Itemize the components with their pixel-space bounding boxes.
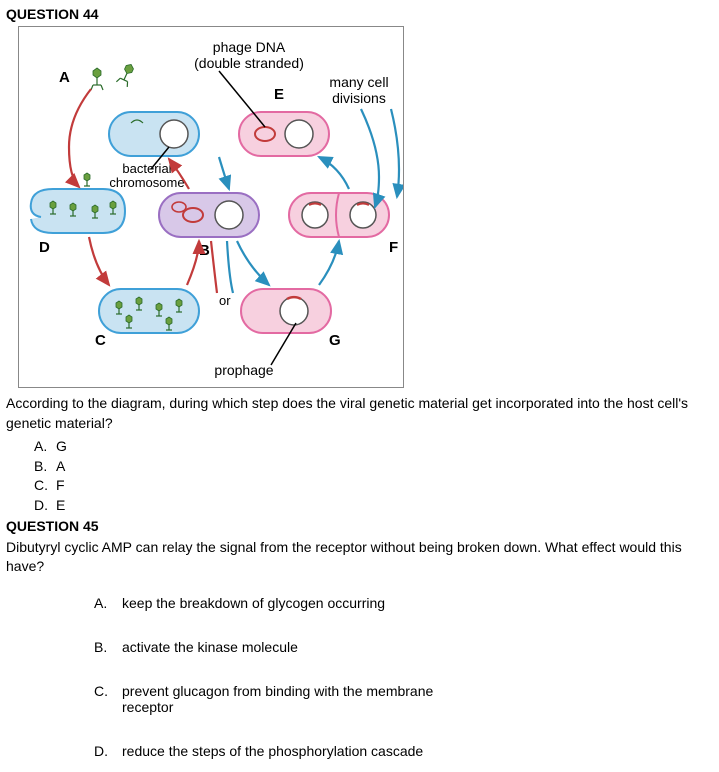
option-row[interactable]: C.prevent glucagon from binding with the… — [94, 683, 713, 715]
arrow-C-to-B — [187, 241, 199, 285]
arrow-or-right — [227, 241, 233, 293]
option-row[interactable]: D.E — [34, 496, 713, 516]
option-text: prevent glucagon from binding with the m… — [122, 683, 462, 715]
option-text: G — [56, 438, 67, 454]
option-row[interactable]: C.F — [34, 476, 713, 496]
label-B: B — [199, 242, 210, 259]
arrow-D-to-C — [89, 237, 109, 285]
cell-top-pink — [239, 112, 329, 156]
option-letter: B. — [94, 639, 122, 655]
option-text: E — [56, 497, 65, 513]
phage-icon — [116, 62, 136, 87]
option-letter: A. — [94, 595, 122, 611]
label-F: F — [389, 239, 398, 256]
question-44-header: QUESTION 44 — [6, 6, 713, 22]
label-E: E — [274, 86, 284, 103]
label-D: D — [39, 239, 50, 256]
option-text: reduce the steps of the phosphorylation … — [122, 743, 423, 759]
label-double-stranded: (double stranded) — [194, 55, 304, 71]
label-C: C — [95, 332, 106, 349]
option-row[interactable]: A.G — [34, 437, 713, 457]
cell-bottom-pink — [241, 289, 331, 333]
arrow-or-left — [211, 241, 217, 293]
arrow-manycell-2 — [391, 109, 399, 197]
option-letter: C. — [34, 476, 56, 496]
phage-icon — [84, 173, 90, 186]
cell-top-blue — [109, 112, 199, 156]
arrow-G-to-F — [319, 241, 339, 285]
label-bact-chrom1: bacterial — [122, 161, 171, 176]
option-text: F — [56, 477, 65, 493]
option-text: activate the kinase molecule — [122, 639, 298, 655]
phage-cycle-diagram: phage DNA (double stranded) many cell di… — [18, 26, 404, 388]
option-letter: D. — [94, 743, 122, 759]
option-letter: A. — [34, 437, 56, 457]
question-44-prompt: According to the diagram, during which s… — [6, 394, 713, 433]
label-G: G — [329, 332, 341, 349]
phage-icon — [91, 68, 103, 90]
cell-purple — [159, 193, 259, 237]
option-row[interactable]: B.activate the kinase molecule — [94, 639, 713, 655]
diagram-svg: phage DNA (double stranded) many cell di… — [19, 27, 403, 387]
label-or: or — [219, 293, 231, 308]
option-row[interactable]: D.reduce the steps of the phosphorylatio… — [94, 743, 713, 759]
label-bact-chrom2: chromosome — [109, 175, 184, 190]
question-45-header: QUESTION 45 — [6, 518, 713, 534]
question-44-options: A.G B.A C.F D.E — [34, 437, 713, 515]
arrow-A-to-D — [69, 89, 91, 187]
question-45-options: A.keep the breakdown of glycogen occurri… — [94, 595, 713, 759]
arrow-B-to-G — [237, 241, 269, 285]
option-row[interactable]: B.A — [34, 457, 713, 477]
arrow-F-to-E — [319, 157, 349, 189]
option-text: keep the breakdown of glycogen occurring — [122, 595, 385, 611]
cell-bottom-blue — [99, 289, 199, 333]
option-letter: C. — [94, 683, 122, 715]
label-phage-dna: phage DNA — [213, 39, 286, 55]
arrow-top-to-B2 — [219, 157, 229, 189]
question-45-prompt: Dibutyryl cyclic AMP can relay the signa… — [6, 538, 713, 577]
option-text: A — [56, 458, 65, 474]
option-row[interactable]: A.keep the breakdown of glycogen occurri… — [94, 595, 713, 611]
label-prophage: prophage — [214, 362, 273, 378]
option-letter: B. — [34, 457, 56, 477]
option-letter: D. — [34, 496, 56, 516]
cell-lysis — [31, 189, 125, 233]
label-many-cell: many cell — [329, 74, 388, 90]
label-divisions: divisions — [332, 90, 386, 106]
cell-dividing — [289, 193, 389, 237]
label-A: A — [59, 69, 70, 86]
